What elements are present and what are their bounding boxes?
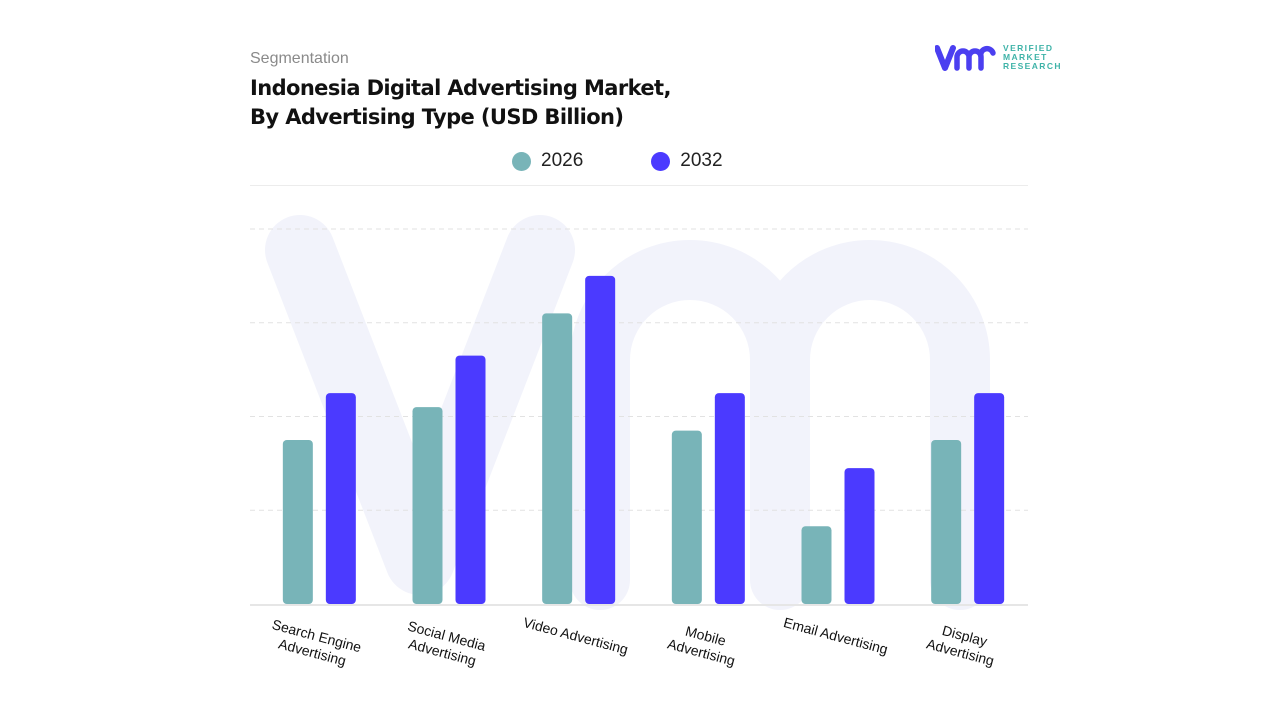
bar-2032-3[interactable] <box>714 393 745 604</box>
title-line-2: By Advertising Type (USD Billion) <box>250 105 624 129</box>
bar-2026-3[interactable] <box>671 430 702 604</box>
legend: 2026 2032 <box>512 150 723 172</box>
logo-line-2: MARKET <box>1003 52 1048 62</box>
logo-line-1: VERIFIED <box>1003 43 1054 53</box>
bar-2026-1[interactable] <box>412 407 443 604</box>
legend-label-2032: 2032 <box>680 150 723 171</box>
bar-2026-4[interactable] <box>801 526 832 604</box>
bar-2026-5[interactable] <box>931 439 962 604</box>
bar-2032-5[interactable] <box>974 393 1005 604</box>
bar-2032-0[interactable] <box>325 393 356 604</box>
vmr-logo-mark-icon <box>935 44 996 71</box>
logo-line-3: RESEARCH <box>1003 61 1062 71</box>
legend-item-2026[interactable]: 2026 <box>512 150 583 172</box>
legend-item-2032[interactable]: 2032 <box>651 150 723 172</box>
title-line-1: Indonesia Digital Advertising Market, <box>250 76 671 100</box>
legend-divider <box>250 185 1028 186</box>
bar-2026-0[interactable] <box>282 439 313 604</box>
vmr-logo: VERIFIED MARKET RESEARCH <box>935 44 1062 71</box>
legend-dot-2026 <box>512 151 531 171</box>
bar-2026-2[interactable] <box>542 313 573 604</box>
legend-label-2026: 2026 <box>541 150 584 171</box>
legend-dot-2032 <box>651 151 671 171</box>
bar-2032-4[interactable] <box>844 468 875 604</box>
logo-text: VERIFIED MARKET RESEARCH <box>1003 44 1062 71</box>
bar-2032-1[interactable] <box>455 355 486 604</box>
bar-2032-2[interactable] <box>585 275 616 604</box>
segment-label: Segmentation <box>250 50 349 67</box>
chart-title: Indonesia Digital Advertising Market, By… <box>250 74 671 132</box>
